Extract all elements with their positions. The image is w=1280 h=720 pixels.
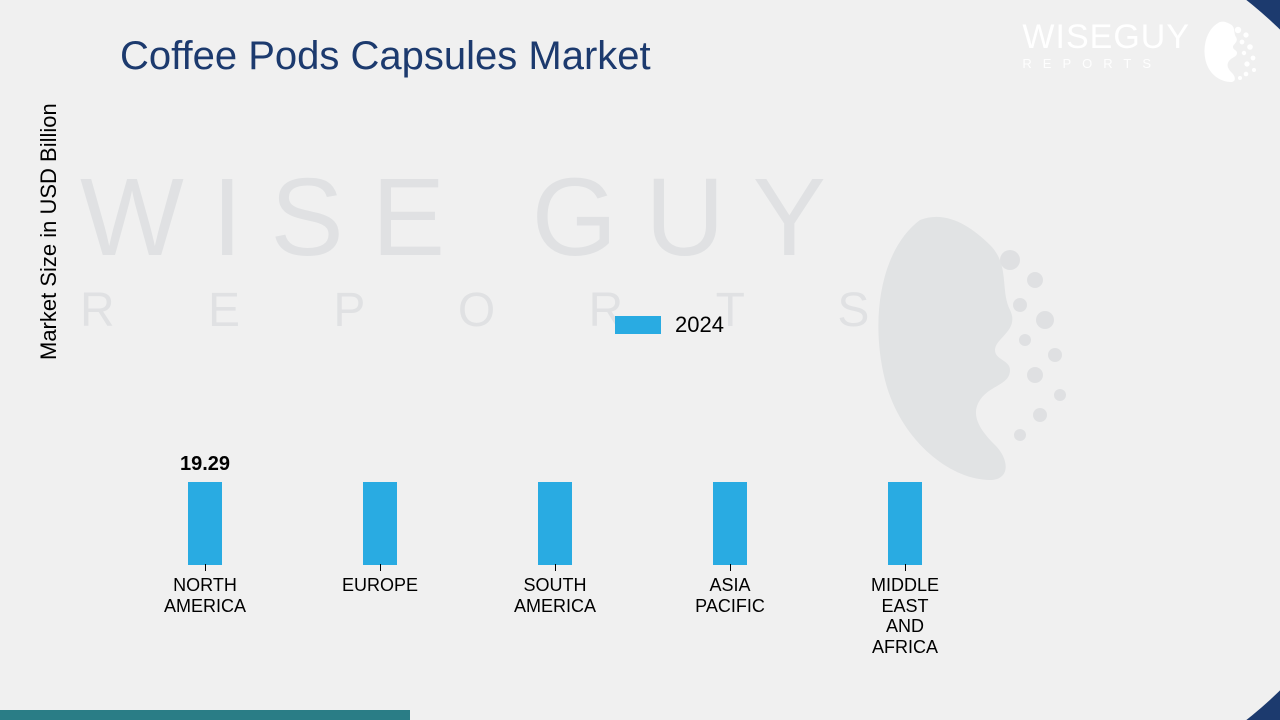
legend-swatch [615,316,661,334]
bar [538,482,572,565]
brand-main-text: WISEGUY [1022,20,1190,54]
x-axis-baseline [120,564,940,565]
bar [188,482,222,565]
bar-tick [730,564,731,571]
category-label: NORTHAMERICA [130,575,280,616]
brand-head-icon [1196,20,1260,84]
y-axis-label: Market Size in USD Billion [36,103,62,360]
brand-logo: WISEGUY REPORTS [1022,20,1260,84]
bar-value-label: 19.29 [180,453,230,476]
category-label: MIDDLEEASTANDAFRICA [830,575,980,658]
category-label: EUROPE [305,575,455,596]
bar-tick [205,564,206,571]
bar-tick [380,564,381,571]
legend-label: 2024 [675,312,724,338]
chart-plot: 19.29 NORTHAMERICA EUROPE SOUTHAMERICA A… [120,350,940,565]
right-panel [960,0,1280,720]
category-label: SOUTHAMERICA [480,575,630,616]
bar [888,482,922,565]
stage: WISE GUY R E P O R T S Coffee Pods Capsu… [0,0,1280,720]
bar-tick [555,564,556,571]
bar [363,482,397,565]
brand-sub-text: REPORTS [1022,56,1190,71]
legend: 2024 [615,312,724,338]
bottom-strip [0,710,410,720]
chart-title: Coffee Pods Capsules Market [120,34,651,79]
bar [713,482,747,565]
bar-tick [905,564,906,571]
category-label: ASIAPACIFIC [655,575,805,616]
